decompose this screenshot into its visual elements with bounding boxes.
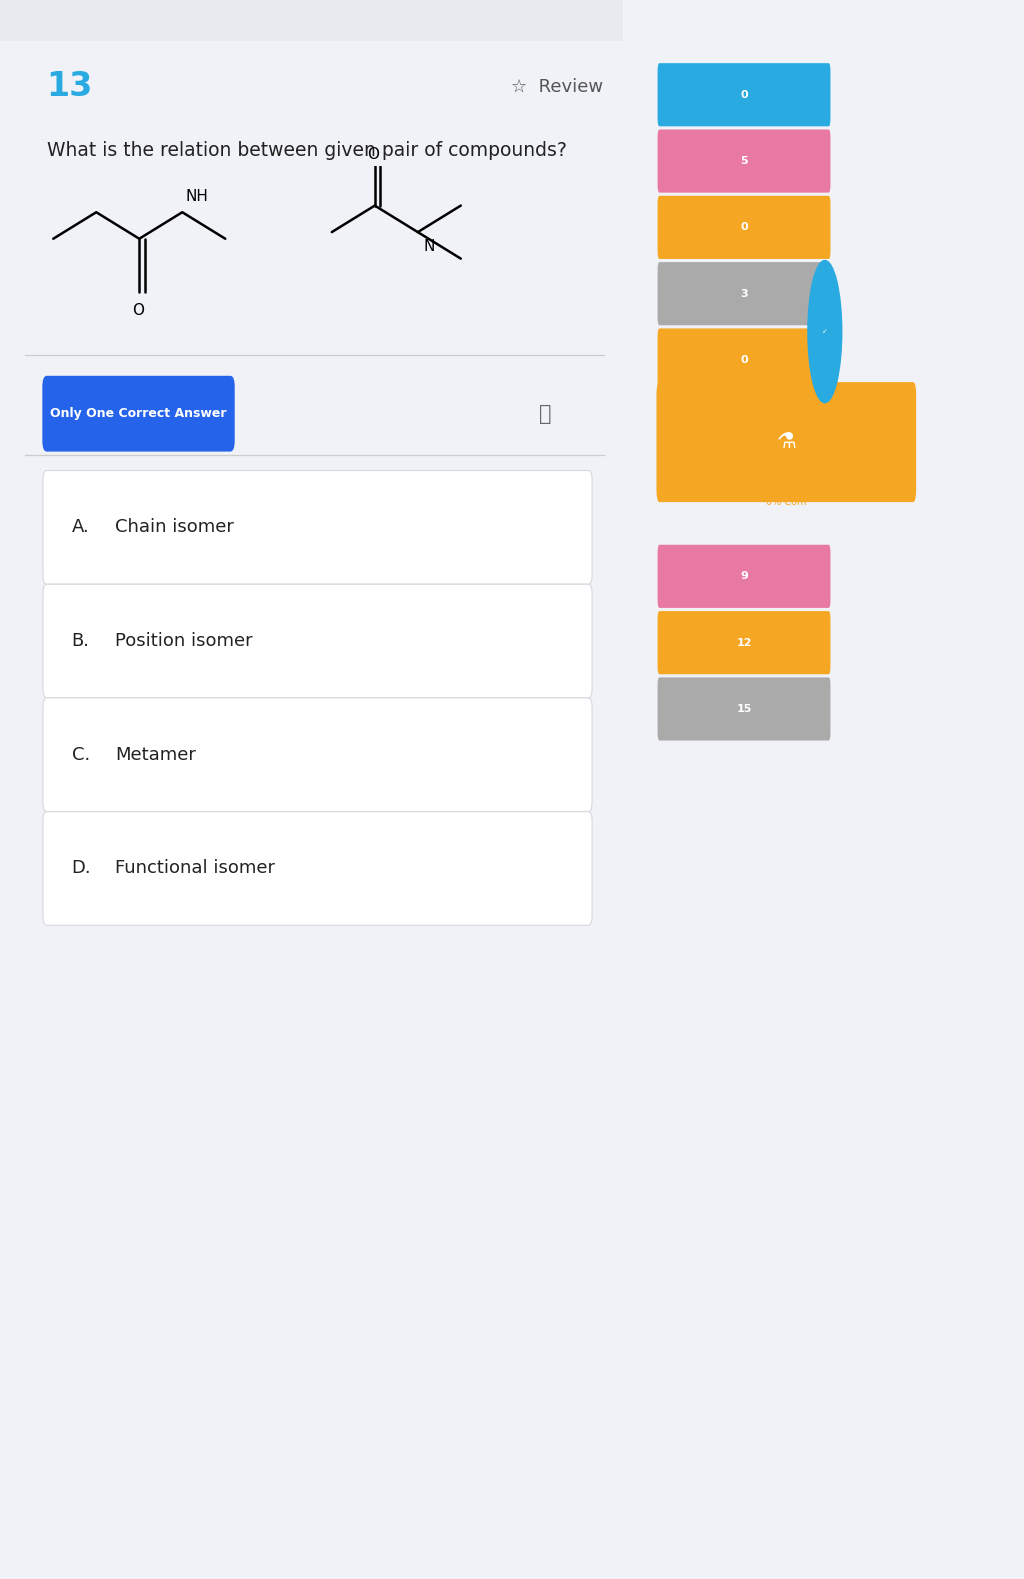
FancyBboxPatch shape — [656, 382, 916, 502]
Text: What is the relation between given pair of compounds?: What is the relation between given pair … — [47, 141, 566, 159]
Text: D.: D. — [72, 859, 91, 878]
Text: N: N — [424, 238, 435, 254]
Text: C.: C. — [72, 745, 90, 764]
FancyBboxPatch shape — [43, 471, 592, 584]
Text: 3: 3 — [740, 289, 748, 298]
Text: ⚗: ⚗ — [776, 433, 797, 452]
Text: O: O — [368, 147, 379, 163]
FancyBboxPatch shape — [657, 262, 830, 325]
Text: Functional isomer: Functional isomer — [115, 859, 275, 878]
FancyBboxPatch shape — [43, 812, 592, 925]
FancyBboxPatch shape — [657, 328, 830, 392]
Text: ✓: ✓ — [822, 328, 827, 335]
FancyBboxPatch shape — [43, 584, 592, 698]
FancyBboxPatch shape — [657, 611, 830, 674]
FancyBboxPatch shape — [43, 698, 592, 812]
Text: Only One Correct Answer: Only One Correct Answer — [50, 407, 226, 420]
Text: 15: 15 — [736, 704, 752, 714]
Text: ⓘ: ⓘ — [539, 404, 551, 423]
Text: 5: 5 — [740, 156, 748, 166]
Text: 0: 0 — [740, 355, 748, 365]
Text: ☆  Review: ☆ Review — [511, 77, 603, 96]
Text: NH: NH — [185, 189, 208, 204]
Text: Chain isomer: Chain isomer — [115, 518, 234, 537]
Text: O: O — [132, 303, 143, 319]
FancyBboxPatch shape — [657, 196, 830, 259]
FancyBboxPatch shape — [657, 63, 830, 126]
Text: 13: 13 — [47, 71, 93, 103]
Text: 0: 0 — [740, 90, 748, 99]
Text: Position isomer: Position isomer — [115, 632, 253, 651]
FancyBboxPatch shape — [657, 545, 830, 608]
Text: 9: 9 — [740, 572, 748, 581]
FancyBboxPatch shape — [657, 677, 830, 741]
FancyBboxPatch shape — [657, 129, 830, 193]
FancyBboxPatch shape — [42, 376, 234, 452]
Text: 0% Com: 0% Com — [766, 497, 807, 507]
Text: 12: 12 — [736, 638, 752, 647]
Text: Metamer: Metamer — [115, 745, 196, 764]
Text: B.: B. — [72, 632, 89, 651]
Circle shape — [808, 261, 842, 403]
Text: 0: 0 — [740, 223, 748, 232]
Text: A.: A. — [72, 518, 89, 537]
FancyBboxPatch shape — [0, 0, 623, 41]
